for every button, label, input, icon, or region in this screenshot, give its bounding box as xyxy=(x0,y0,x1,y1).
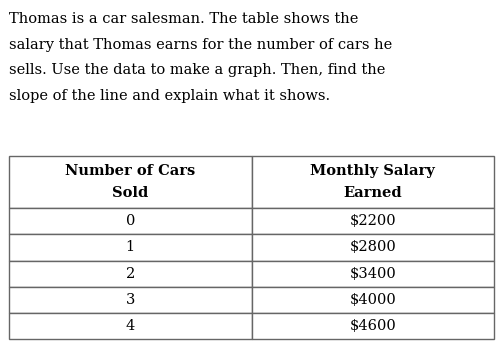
Text: 2: 2 xyxy=(126,267,135,281)
Text: $2200: $2200 xyxy=(350,214,396,228)
Bar xyxy=(9,313,252,339)
Text: Sold: Sold xyxy=(112,186,148,200)
Bar xyxy=(252,287,494,313)
Bar xyxy=(252,234,494,261)
Text: 1: 1 xyxy=(126,240,135,255)
Bar xyxy=(252,261,494,287)
Bar xyxy=(252,313,494,339)
Text: Number of Cars: Number of Cars xyxy=(65,164,195,178)
Text: Thomas is a car salesman. The table shows the: Thomas is a car salesman. The table show… xyxy=(9,12,359,26)
Bar xyxy=(9,287,252,313)
Text: salary that Thomas earns for the number of cars he: salary that Thomas earns for the number … xyxy=(9,38,392,52)
Bar xyxy=(252,156,494,208)
Text: Earned: Earned xyxy=(344,186,402,200)
Text: 3: 3 xyxy=(126,293,135,307)
Text: $4000: $4000 xyxy=(350,293,396,307)
Text: slope of the line and explain what it shows.: slope of the line and explain what it sh… xyxy=(9,89,330,103)
Text: sells. Use the data to make a graph. Then, find the: sells. Use the data to make a graph. The… xyxy=(9,63,385,78)
Text: $3400: $3400 xyxy=(350,267,396,281)
Text: $4600: $4600 xyxy=(350,319,396,333)
Bar xyxy=(9,208,252,234)
Text: 4: 4 xyxy=(126,319,135,333)
Bar xyxy=(9,156,252,208)
Text: 0: 0 xyxy=(126,214,135,228)
Bar xyxy=(9,234,252,261)
Text: Monthly Salary: Monthly Salary xyxy=(310,164,435,178)
Text: $2800: $2800 xyxy=(350,240,396,255)
Bar xyxy=(252,208,494,234)
Bar xyxy=(9,261,252,287)
